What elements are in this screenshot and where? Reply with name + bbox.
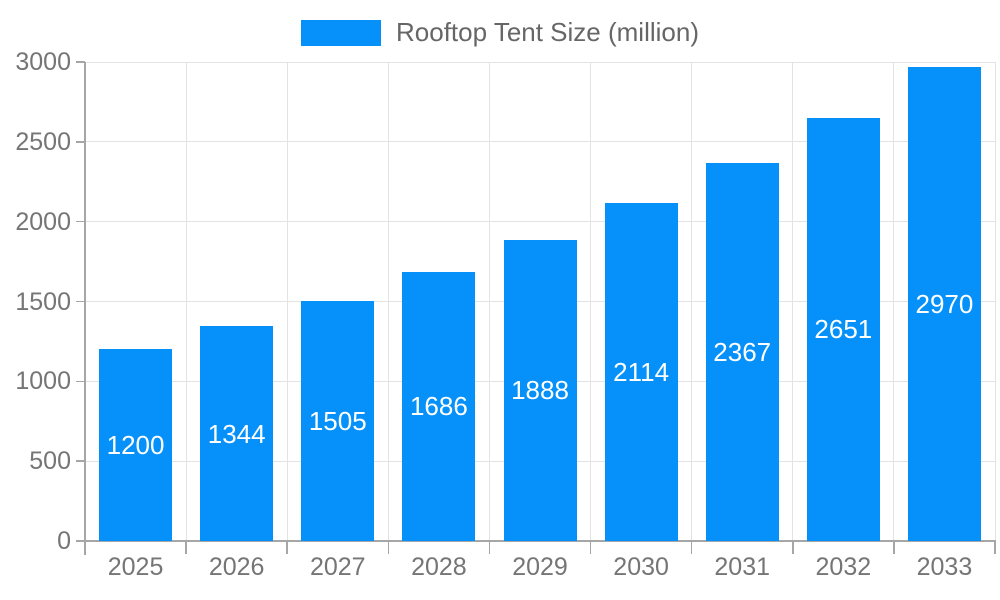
bar <box>402 271 476 541</box>
gridline-vertical <box>893 62 895 541</box>
bar-value-label: 1344 <box>207 418 266 449</box>
legend-label: Rooftop Tent Size (million) <box>396 17 699 47</box>
y-axis-tick <box>76 540 85 542</box>
bar-value-label: 1686 <box>409 391 468 422</box>
x-tick-label: 2032 <box>815 553 872 581</box>
y-tick-label: 1000 <box>15 367 71 396</box>
x-axis-tick <box>893 541 895 554</box>
y-tick-label: 1500 <box>15 287 71 316</box>
gridline-horizontal <box>85 141 995 143</box>
bar <box>503 239 577 541</box>
bar <box>604 203 678 541</box>
bar <box>806 117 880 541</box>
y-tick-label: 0 <box>57 527 71 555</box>
y-tick-label: 2500 <box>15 127 71 156</box>
bar <box>301 300 375 541</box>
gridline-vertical <box>792 62 794 541</box>
bar-value-label: 2367 <box>713 337 772 368</box>
y-axis-tick <box>76 300 85 303</box>
y-axis-tick <box>76 380 85 383</box>
x-axis-tick <box>488 541 491 554</box>
x-tick-label: 2026 <box>208 553 265 581</box>
bar <box>907 66 981 541</box>
x-tick-label: 2027 <box>309 553 366 581</box>
gridline-vertical <box>286 62 288 541</box>
x-tick-label: 2030 <box>613 553 669 581</box>
bar-value-label: 1200 <box>106 430 165 461</box>
x-tick-label: 2031 <box>714 553 771 581</box>
gridline-vertical <box>185 62 187 541</box>
gridline-vertical <box>387 62 389 541</box>
gridline-vertical <box>488 62 490 541</box>
x-tick-label: 2028 <box>411 553 467 581</box>
x-axis-tick <box>589 541 592 554</box>
x-tick-label: 2025 <box>107 553 164 581</box>
gridline-horizontal <box>85 221 995 223</box>
y-tick-label: 2000 <box>15 207 71 236</box>
x-axis-tick <box>185 541 187 554</box>
bar-value-label: 1888 <box>511 375 569 406</box>
gridline-vertical <box>994 62 996 541</box>
y-axis-tick <box>76 61 85 63</box>
bar <box>200 326 274 541</box>
x-axis-tick <box>994 541 996 554</box>
y-axis-line <box>84 62 86 555</box>
y-axis-tick <box>76 141 85 143</box>
y-axis-tick <box>76 460 85 462</box>
bar-value-label: 2114 <box>613 357 670 388</box>
x-axis-tick <box>792 541 794 554</box>
bar <box>99 349 173 541</box>
x-tick-label: 2029 <box>512 553 568 581</box>
x-axis-tick <box>690 541 693 554</box>
x-axis-line <box>84 540 996 542</box>
bar-value-label: 1505 <box>308 405 367 436</box>
legend-swatch <box>301 19 381 46</box>
x-tick-label: 2033 <box>916 553 973 581</box>
bar-value-label: 2970 <box>915 288 974 319</box>
legend[interactable]: Rooftop Tent Size (million) <box>0 17 1000 48</box>
bar-value-label: 2651 <box>814 314 873 345</box>
x-axis-tick <box>286 541 288 554</box>
y-tick-label: 500 <box>29 447 71 476</box>
x-axis-tick <box>387 541 390 554</box>
gridline-vertical <box>590 62 592 541</box>
gridline-vertical <box>691 62 693 541</box>
gridline-horizontal <box>85 61 995 63</box>
y-axis-tick <box>76 220 85 223</box>
bar <box>705 163 779 541</box>
y-tick-label: 3000 <box>15 48 71 76</box>
